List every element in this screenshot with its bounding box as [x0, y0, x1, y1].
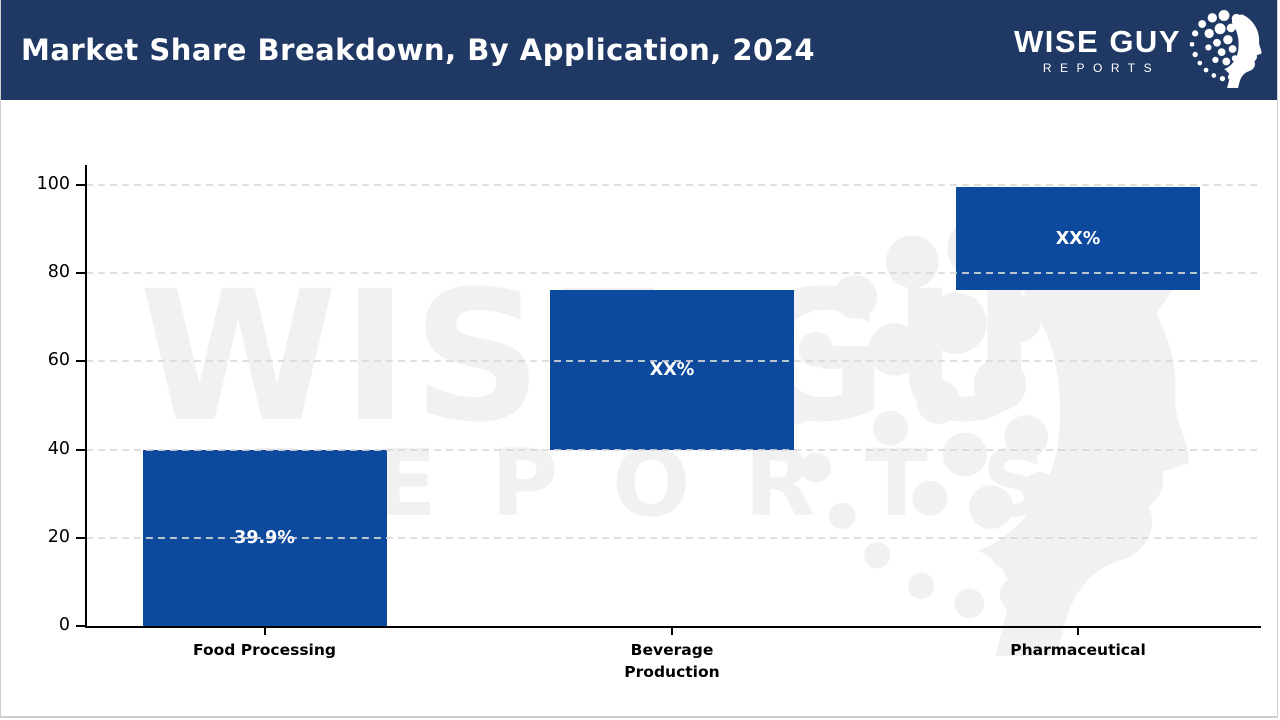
bar: XX%	[550, 289, 794, 451]
x-axis-line	[85, 626, 1261, 628]
y-tick-label: 20	[47, 526, 70, 547]
y-tick	[76, 272, 85, 275]
y-tick	[76, 536, 85, 539]
y-tick	[76, 184, 85, 186]
gridline	[86, 536, 1260, 539]
bar-value-label: XX%	[1055, 228, 1101, 249]
x-tick-label: Beverage Production	[624, 641, 720, 681]
bar: XX%	[956, 187, 1200, 290]
x-tick-label: Pharmaceutical	[1010, 641, 1146, 659]
gridline	[86, 448, 1260, 451]
brand-subname: REPORTS	[1042, 61, 1161, 75]
brand-logo: WISE GUY REPORTS	[1014, 8, 1263, 92]
y-tick-label: 40	[47, 438, 70, 459]
chart-title: Market Share Breakdown, By Application, …	[21, 33, 816, 67]
y-tick	[76, 360, 85, 363]
y-tick-label: 80	[47, 262, 70, 283]
x-tick-label: Food Processing	[193, 641, 336, 659]
x-tick	[671, 628, 673, 635]
bar-value-label: XX%	[649, 359, 695, 380]
gridline	[86, 360, 1260, 363]
y-tick	[76, 625, 85, 627]
y-tick-label: 60	[47, 350, 70, 371]
y-tick-label: 0	[58, 615, 70, 635]
gridline	[86, 184, 1260, 186]
x-tick	[263, 628, 266, 635]
header-bar: Market Share Breakdown, By Application, …	[1, 0, 1277, 100]
brand-logo-text: WISE GUY REPORTS	[1014, 26, 1181, 74]
y-axis-line	[85, 165, 87, 628]
brand-name: WISE GUY	[1013, 24, 1181, 59]
y-tick	[76, 448, 85, 451]
gridline	[86, 272, 1260, 275]
y-tick-label: 100	[36, 174, 70, 194]
brand-head-icon	[1189, 10, 1262, 88]
x-tick	[1077, 628, 1079, 635]
chart-area: WISE GUY REPORTS 39.9% XX% XX% 0 20 40 60 80 100…	[1, 100, 1279, 718]
